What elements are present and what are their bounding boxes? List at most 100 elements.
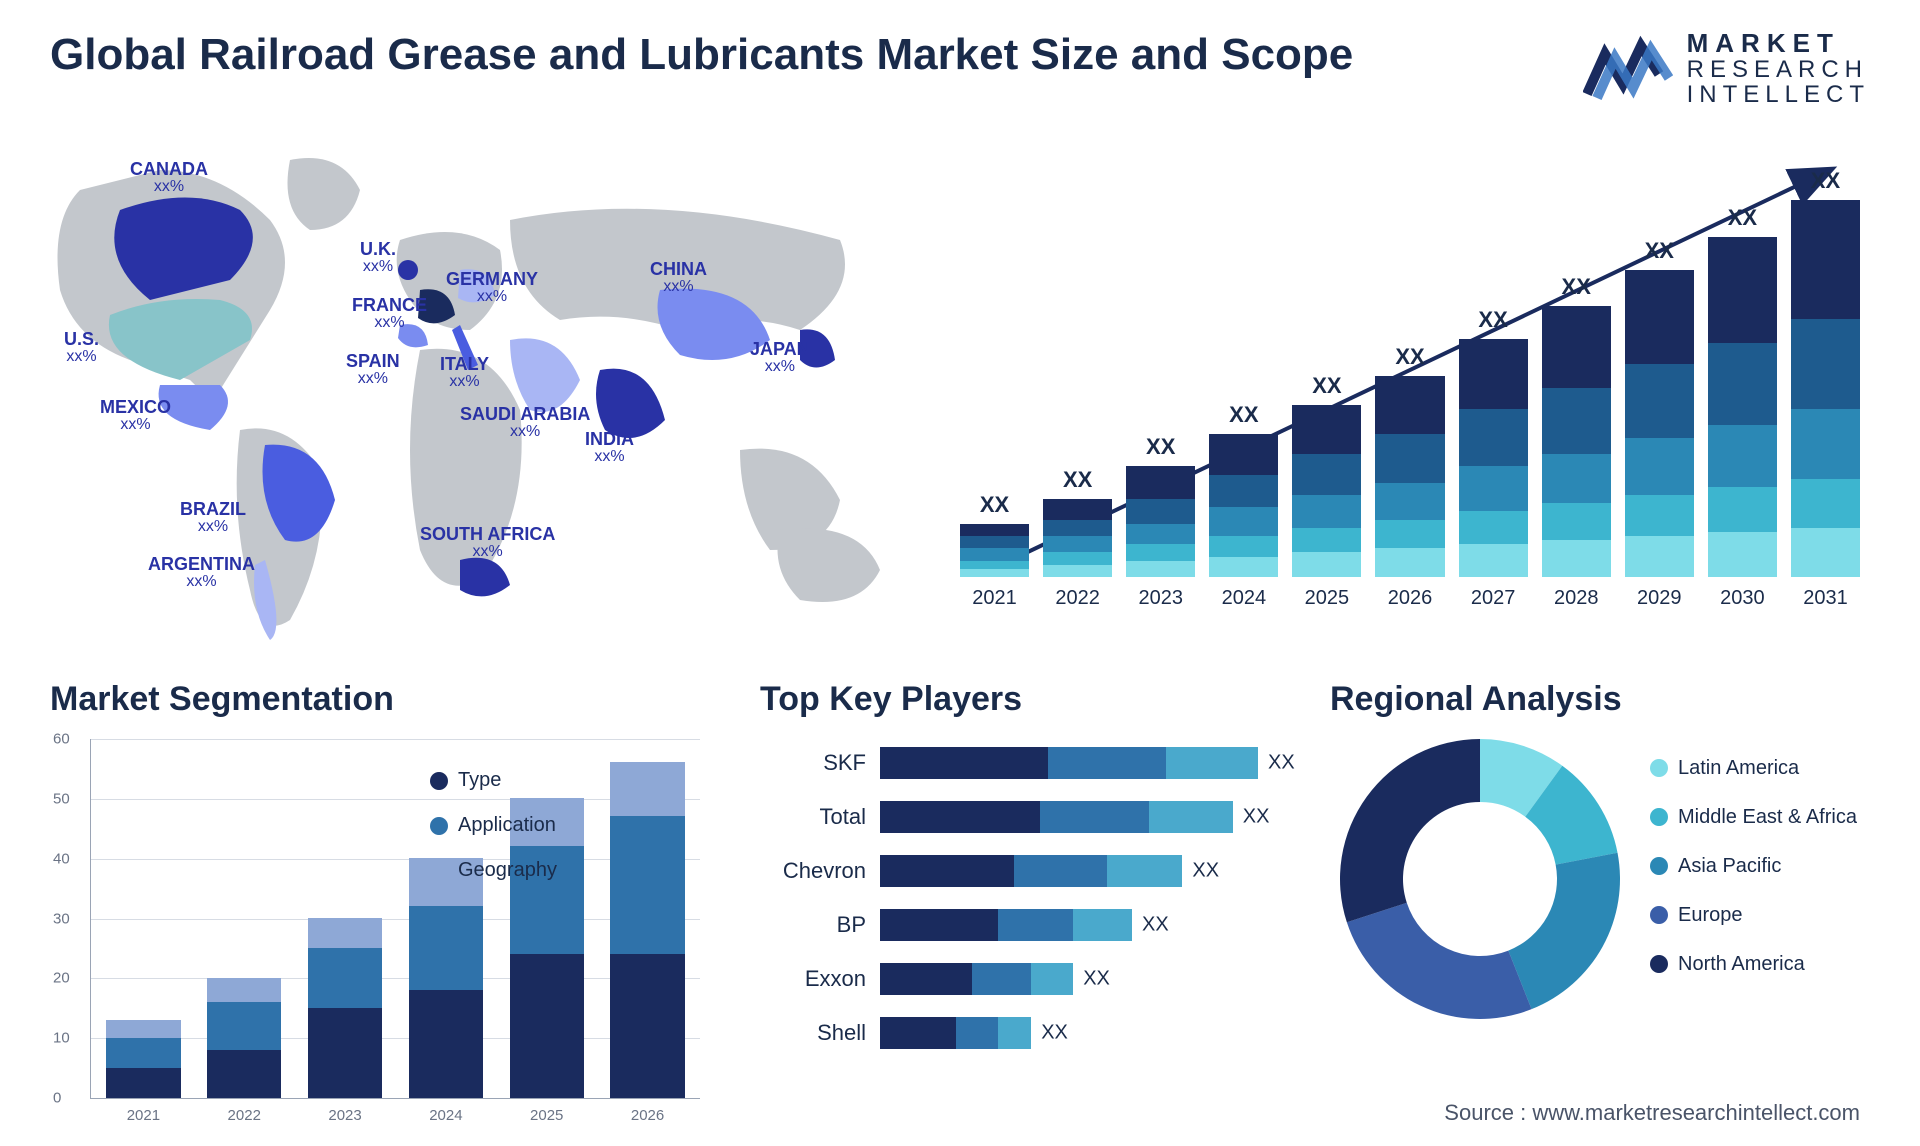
seg-seg [106, 1068, 180, 1098]
forecast-seg [1292, 552, 1361, 577]
forecast-seg [1209, 507, 1278, 536]
player-row-bp: BPXX [760, 907, 1300, 943]
player-value-label: XX [1142, 914, 1169, 937]
player-row-total: TotalXX [760, 799, 1300, 835]
forecast-seg [1126, 524, 1195, 545]
players-panel: Top Key Players SKFXXTotalXXChevronXXBPX… [760, 680, 1300, 1069]
forecast-chart: XX2021XX2022XX2023XX2024XX2025XX2026XX20… [960, 150, 1860, 650]
map-uk [398, 260, 418, 280]
legend-swatch-icon [1650, 906, 1668, 924]
forecast-year-label: 2024 [1222, 587, 1267, 610]
page-title: Global Railroad Grease and Lubricants Ma… [50, 30, 1353, 80]
seg-ytick: 20 [53, 970, 70, 987]
forecast-seg [1375, 520, 1444, 549]
seg-legend-item: Geography [430, 859, 557, 882]
player-bar: XX [880, 855, 1300, 887]
player-seg [880, 909, 998, 941]
forecast-year-label: 2023 [1138, 587, 1183, 610]
player-seg [1031, 963, 1073, 995]
forecast-seg [1043, 499, 1112, 520]
forecast-year-label: 2021 [972, 587, 1017, 610]
forecast-seg [1459, 544, 1528, 577]
legend-swatch-icon [1650, 955, 1668, 973]
forecast-seg [1043, 565, 1112, 577]
forecast-seg [1375, 434, 1444, 483]
forecast-seg [1542, 540, 1611, 577]
player-bar: XX [880, 1017, 1300, 1049]
legend-swatch-icon [430, 862, 448, 880]
forecast-seg [1209, 557, 1278, 578]
player-seg [880, 963, 972, 995]
map-label-canada: CANADAxx% [130, 160, 208, 196]
forecast-seg [1459, 339, 1528, 409]
map-label-germany: GERMANYxx% [446, 270, 538, 306]
map-label-france: FRANCExx% [352, 296, 427, 332]
forecast-seg [1375, 548, 1444, 577]
forecast-value-label: XX [1229, 402, 1258, 428]
forecast-value-label: XX [1478, 307, 1507, 333]
forecast-col-2028: XX2028 [1542, 274, 1611, 610]
forecast-col-2030: XX 2030 [1708, 205, 1777, 610]
forecast-seg [1043, 520, 1112, 536]
seg-seg [207, 978, 281, 1002]
map-label-spain: SPAINxx% [346, 352, 400, 388]
regional-legend: Latin AmericaMiddle East & AfricaAsia Pa… [1650, 757, 1857, 1002]
legend-label: Application [458, 814, 556, 837]
player-bar: XX [880, 909, 1300, 941]
world-map-panel: CANADAxx%U.S.xx%MEXICOxx%BRAZILxx%ARGENT… [40, 130, 910, 660]
seg-seg [409, 990, 483, 1098]
legend-label: North America [1678, 953, 1805, 976]
seg-col-2021: 2021 [97, 1020, 190, 1098]
seg-col-2023: 2023 [299, 918, 392, 1098]
player-value-label: XX [1083, 968, 1110, 991]
forecast-seg [1625, 495, 1694, 536]
regional-donut-chart [1330, 729, 1630, 1029]
map-label-brazil: BRAZILxx% [180, 500, 246, 536]
seg-ytick: 60 [53, 731, 70, 748]
player-seg [1149, 801, 1233, 833]
map-label-saudiarabia: SAUDI ARABIAxx% [460, 405, 590, 441]
forecast-seg [1791, 479, 1860, 528]
forecast-seg [1126, 499, 1195, 524]
forecast-seg [1791, 319, 1860, 409]
player-seg [880, 855, 1014, 887]
forecast-value-label: XX [1728, 205, 1757, 231]
forecast-seg [1292, 528, 1361, 553]
forecast-seg [1043, 536, 1112, 552]
seg-seg [308, 918, 382, 948]
regional-legend-item: Europe [1650, 904, 1857, 927]
forecast-seg [1292, 495, 1361, 528]
player-name: Total [760, 804, 880, 830]
player-seg [880, 747, 1048, 779]
forecast-col-2029: XX2029 [1625, 238, 1694, 610]
forecast-col-2025: XX2025 [1292, 373, 1361, 610]
player-seg [998, 909, 1074, 941]
player-seg [998, 1017, 1032, 1049]
player-bar: XX [880, 963, 1300, 995]
legend-label: Type [458, 769, 501, 792]
forecast-col-2024: XX 2024 [1209, 402, 1278, 610]
legend-swatch-icon [430, 772, 448, 790]
seg-legend-item: Application [430, 814, 557, 837]
legend-swatch-icon [1650, 759, 1668, 777]
player-row-skf: SKFXX [760, 745, 1300, 781]
forecast-seg [1209, 475, 1278, 508]
map-southafrica [460, 558, 510, 597]
player-value-label: XX [1041, 1022, 1068, 1045]
seg-seg [207, 1002, 281, 1050]
forecast-col-2022: XX2022 [1043, 467, 1112, 610]
players-title: Top Key Players [760, 680, 1300, 719]
forecast-value-label: XX [980, 492, 1009, 518]
donut-slice-4 [1340, 739, 1480, 922]
map-label-southafrica: SOUTH AFRICAxx% [420, 525, 555, 561]
player-seg [956, 1017, 998, 1049]
forecast-seg [1791, 409, 1860, 479]
seg-seg [510, 954, 584, 1098]
forecast-seg [960, 536, 1029, 548]
seg-seg [610, 762, 684, 816]
seg-seg [106, 1020, 180, 1038]
forecast-seg [1126, 466, 1195, 499]
player-seg [1040, 801, 1149, 833]
seg-seg [610, 954, 684, 1098]
forecast-year-label: 2030 [1720, 587, 1765, 610]
